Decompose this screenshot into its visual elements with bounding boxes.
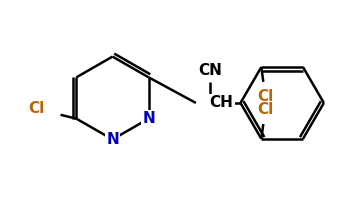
Text: CH: CH bbox=[210, 95, 234, 111]
Text: Cl: Cl bbox=[257, 102, 273, 117]
Text: N: N bbox=[106, 132, 119, 147]
Text: N: N bbox=[142, 111, 155, 126]
Text: Cl: Cl bbox=[257, 89, 273, 104]
Text: Cl: Cl bbox=[28, 101, 45, 116]
Text: CN: CN bbox=[198, 63, 222, 78]
